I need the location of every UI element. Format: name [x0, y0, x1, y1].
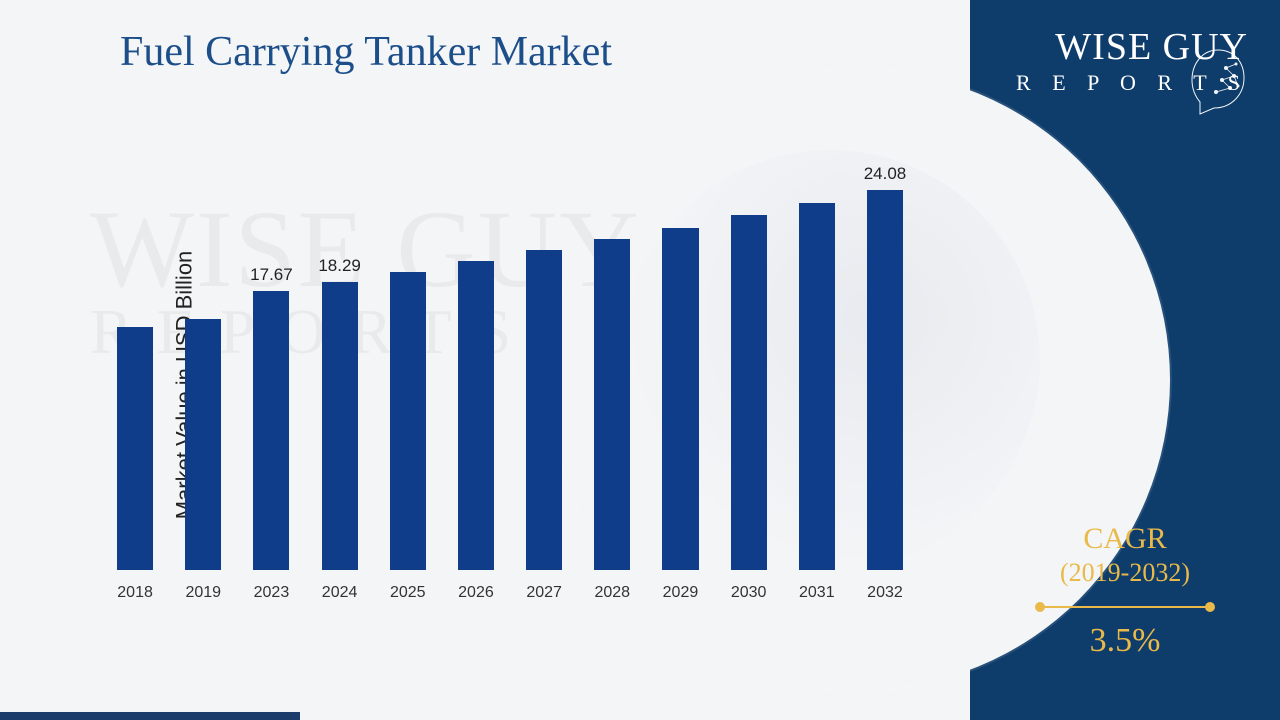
chart-box: Market Value in USD Billion 17.6718.2924… [40, 150, 920, 620]
x-tick: 2027 [519, 584, 569, 602]
page-root: WISE GUY R E P O R T S CAGR (2019-2032) … [0, 0, 1280, 720]
x-tick: 2025 [383, 584, 433, 602]
cagr-value: 3.5% [970, 622, 1280, 660]
brand-logo: WISE GUY R E P O R T S [1016, 28, 1248, 96]
bar [117, 327, 153, 570]
bar-value-label: 17.67 [250, 265, 293, 285]
bar [731, 215, 767, 570]
x-tick: 2024 [315, 584, 365, 602]
side-panel: WISE GUY R E P O R T S CAGR (2019-2032) … [970, 0, 1280, 720]
cagr-divider [1040, 606, 1210, 608]
bar [322, 282, 358, 570]
plot-area: 17.67 18.29 24.08 [100, 160, 920, 570]
bar [594, 239, 630, 570]
x-tick: 2031 [792, 584, 842, 602]
bar-slot: 18.29 [315, 160, 365, 570]
x-tick: 2030 [724, 584, 774, 602]
bar-slot: 24.08 [860, 160, 910, 570]
x-tick: 2032 [860, 584, 910, 602]
bar-value-label: 18.29 [318, 256, 361, 276]
bar [662, 228, 698, 570]
bar-slot: 17.67 [246, 160, 296, 570]
chart-title: Fuel Carrying Tanker Market [120, 28, 612, 76]
bar-slot [792, 160, 842, 570]
bar-slot [451, 160, 501, 570]
x-axis-ticks: 2018 2019 2023 2024 2025 2026 2027 2028 2029 2030… [100, 584, 920, 602]
bar-slot [110, 160, 160, 570]
bar [867, 190, 903, 570]
logo-line2: R E P O R T S [1016, 70, 1248, 96]
bar [458, 261, 494, 570]
x-tick: 2023 [246, 584, 296, 602]
bar-slot [519, 160, 569, 570]
bar-value-label: 24.08 [864, 164, 907, 184]
bar-slot [655, 160, 705, 570]
bar [526, 250, 562, 570]
cagr-range: (2019-2032) [970, 557, 1280, 588]
x-tick: 2018 [110, 584, 160, 602]
bar [253, 291, 289, 570]
bar [390, 272, 426, 570]
cagr-label: CAGR [970, 521, 1280, 557]
bar [185, 319, 221, 570]
x-tick: 2029 [655, 584, 705, 602]
x-tick: 2028 [587, 584, 637, 602]
bar-slot [178, 160, 228, 570]
content-area: Fuel Carrying Tanker Market WISE GUY REP… [0, 0, 970, 720]
bar-slot [383, 160, 433, 570]
bar-slot [724, 160, 774, 570]
bar-slot [587, 160, 637, 570]
x-tick: 2026 [451, 584, 501, 602]
cagr-block: CAGR (2019-2032) 3.5% [970, 521, 1280, 660]
bar [799, 203, 835, 570]
x-tick: 2019 [178, 584, 228, 602]
